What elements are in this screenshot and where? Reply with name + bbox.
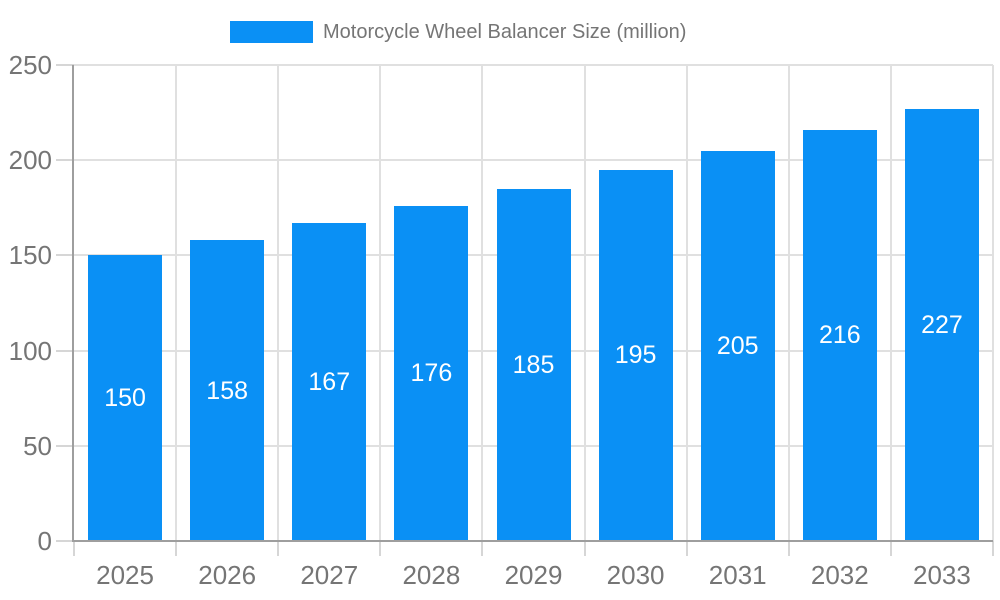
bar[interactable] <box>598 169 673 541</box>
bar-value-label: 195 <box>614 341 657 370</box>
bar[interactable] <box>904 108 979 541</box>
y-tick <box>56 254 74 257</box>
x-gridline <box>583 65 586 541</box>
x-tick <box>787 541 790 556</box>
x-gridline <box>379 65 382 541</box>
y-axis-line <box>72 65 74 541</box>
y-tick <box>56 349 74 352</box>
x-tick <box>175 541 178 556</box>
x-tick <box>583 541 586 556</box>
x-axis-label: 2028 <box>402 560 461 590</box>
x-axis-label: 2027 <box>300 560 359 590</box>
x-gridline <box>889 65 892 541</box>
y-axis-label: 150 <box>8 240 52 271</box>
x-gridline <box>685 65 688 541</box>
bar[interactable] <box>190 240 265 541</box>
bar-value-label: 176 <box>410 359 453 388</box>
bar[interactable] <box>496 188 571 541</box>
x-axis-label: 2033 <box>913 560 971 590</box>
bar[interactable] <box>88 255 163 541</box>
bar-value-label: 150 <box>104 384 146 413</box>
x-tick <box>481 541 484 556</box>
y-axis-label: 0 <box>37 526 52 556</box>
y-gridline <box>74 159 993 162</box>
x-axis-label: 2032 <box>810 560 869 590</box>
x-axis-label: 2025 <box>96 560 154 590</box>
legend-label: Motorcycle Wheel Balancer Size (million) <box>323 21 687 43</box>
bar[interactable] <box>394 205 469 541</box>
legend[interactable]: Motorcycle Wheel Balancer Size (million) <box>230 21 686 43</box>
x-axis-line <box>72 540 993 542</box>
x-tick <box>992 541 994 556</box>
y-tick <box>56 540 74 542</box>
y-axis-label: 100 <box>8 335 52 366</box>
bar[interactable] <box>292 223 367 541</box>
y-gridline <box>74 64 993 66</box>
x-gridline <box>992 65 994 541</box>
x-axis-label: 2031 <box>708 560 767 590</box>
x-gridline <box>481 65 484 541</box>
x-tick <box>889 541 892 556</box>
x-gridline <box>175 65 178 541</box>
x-tick <box>379 541 382 556</box>
y-tick <box>56 64 74 66</box>
x-axis-label: 2026 <box>198 560 257 590</box>
bar-value-label: 167 <box>308 368 351 397</box>
y-tick <box>56 444 74 447</box>
bar-value-label: 185 <box>512 350 555 379</box>
bar[interactable] <box>700 150 775 541</box>
bar-value-label: 158 <box>206 376 249 405</box>
x-gridline <box>277 65 280 541</box>
x-gridline <box>787 65 790 541</box>
bar[interactable] <box>802 129 877 541</box>
y-axis-label: 200 <box>8 145 52 176</box>
y-axis-label: 50 <box>23 430 52 461</box>
legend-swatch <box>230 21 313 43</box>
x-tick <box>277 541 280 556</box>
x-axis-label: 2030 <box>606 560 665 590</box>
y-axis-label: 250 <box>8 50 52 80</box>
x-axis-label: 2029 <box>504 560 563 590</box>
y-tick <box>56 159 74 162</box>
bar-value-label: 227 <box>921 310 963 339</box>
x-tick <box>685 541 688 556</box>
bar-value-label: 205 <box>716 331 759 360</box>
bar-value-label: 216 <box>818 321 861 350</box>
x-tick <box>73 541 75 556</box>
